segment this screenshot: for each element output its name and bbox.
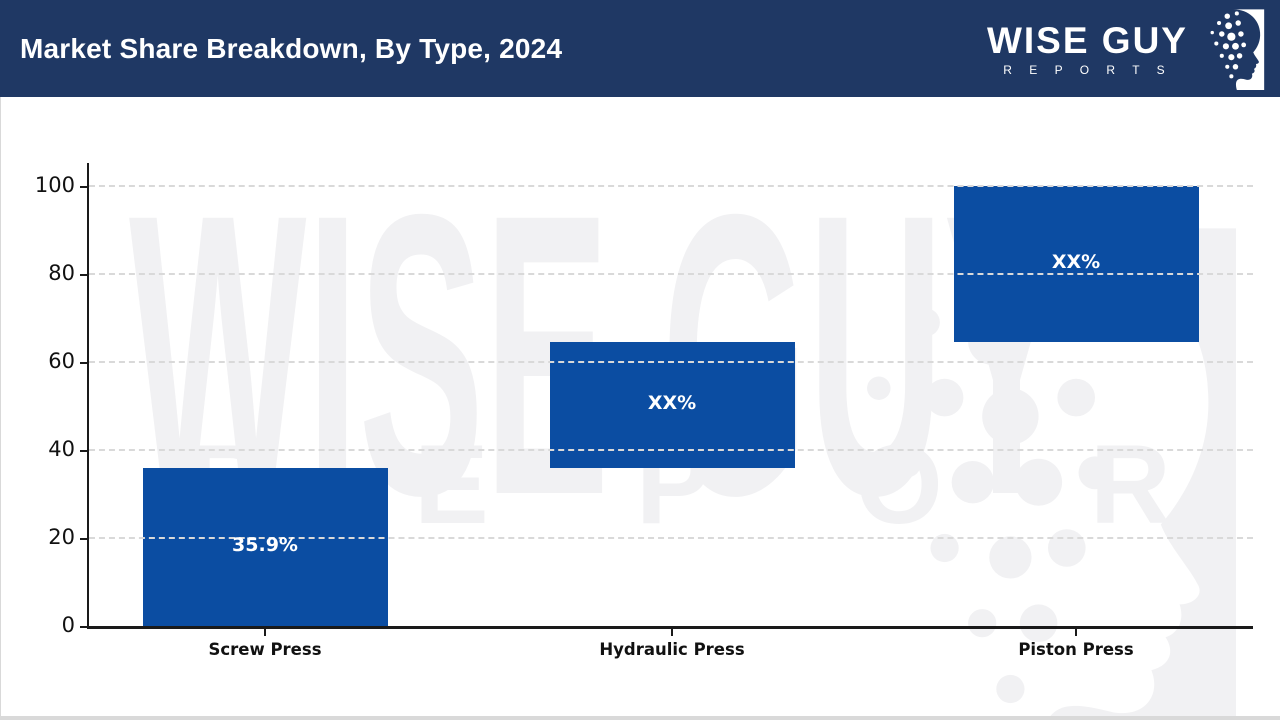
bar-value-label: XX% (1051, 251, 1101, 274)
logo-wordmark: WISE GUY (986, 19, 1188, 61)
y-tick-label: 20 (48, 525, 75, 549)
y-gridline (89, 361, 1253, 363)
x-category-label: Piston Press (1018, 640, 1134, 659)
bottom-strip (0, 716, 1280, 720)
header-bar: Market Share Breakdown, By Type, 2024 WI… (0, 0, 1280, 97)
y-gridline (89, 449, 1253, 451)
logo-subtitle: R E P O R T S (1003, 62, 1172, 77)
chart-canvas: WISE GUY R E P O R T S 02040608010035.9%… (0, 97, 1280, 717)
wise-guy-reports-logo: WISE GUY R E P O R T S (987, 8, 1280, 90)
y-tick-label: 60 (48, 349, 75, 373)
x-category-label: Screw Press (208, 640, 322, 659)
bar (549, 342, 795, 469)
x-category-label: Hydraulic Press (599, 640, 745, 659)
y-axis-line (87, 163, 89, 629)
y-gridline (89, 185, 1253, 187)
x-tick (264, 629, 266, 636)
x-tick (671, 629, 673, 636)
y-tick-label: 100 (34, 173, 75, 197)
y-tick (80, 186, 87, 188)
y-tick-label: 40 (48, 437, 75, 461)
y-tick (80, 626, 87, 628)
bar-value-label: 35.9% (232, 534, 298, 557)
bar (142, 468, 388, 626)
y-tick (80, 450, 87, 452)
y-tick (80, 362, 87, 364)
logo-text: WISE GUY R E P O R T S (987, 22, 1188, 76)
y-tick-label: 0 (61, 613, 75, 637)
y-tick (80, 274, 87, 276)
y-tick (80, 538, 87, 540)
y-gridline (89, 537, 1253, 539)
dotted-face-icon (1210, 8, 1265, 90)
x-tick (1075, 629, 1077, 636)
page-title: Market Share Breakdown, By Type, 2024 (20, 32, 563, 64)
y-gridline (89, 273, 1253, 275)
x-axis-line (87, 626, 1253, 629)
y-tick-label: 80 (48, 261, 75, 285)
bar-value-label: XX% (647, 392, 697, 415)
bar (953, 186, 1199, 343)
